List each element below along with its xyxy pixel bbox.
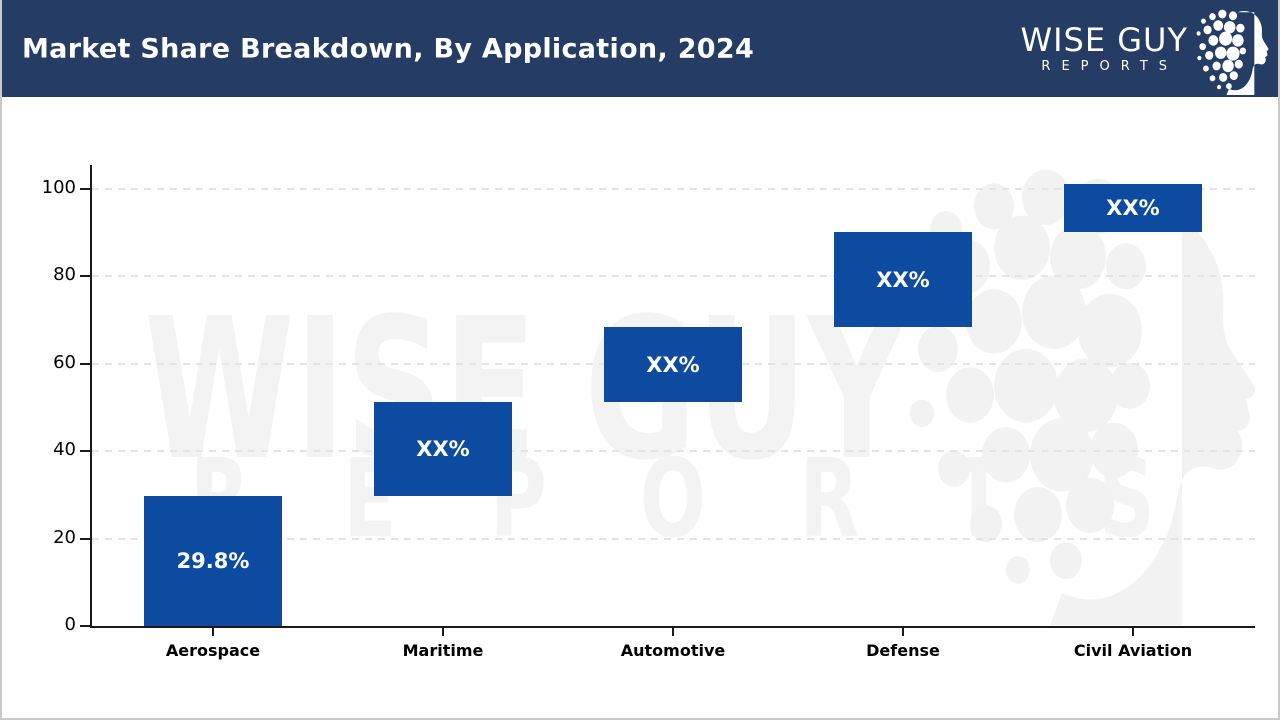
y-axis-tick-0 [80,625,90,627]
y-axis-tick-100 [80,187,90,190]
y-tick-label-60: 60 [53,351,76,373]
logo-text: WISE GUY REPORTS [1020,24,1188,73]
x-axis-tick-defense [902,628,904,636]
y-axis-line [90,165,92,628]
bar-maritime: XX% [374,402,512,496]
bar-value-label-automotive: XX% [646,352,700,377]
y-tick-label-40: 40 [53,439,76,461]
x-axis-tick-civil-aviation [1132,628,1134,636]
wise-guy-logo: WISE GUY REPORTS [1020,0,1274,97]
logo-head-icon [1196,9,1269,95]
y-tick-label-20: 20 [53,526,76,548]
y-tick-label-80: 80 [53,264,76,286]
bar-automotive: XX% [604,327,742,403]
y-axis-tick-60 [80,362,90,365]
bar-value-label-maritime: XX% [416,436,470,461]
bar-value-label-aerospace: 29.8% [176,548,250,573]
gridline-80 [92,275,1255,278]
x-axis-line [90,626,1255,628]
y-axis-tick-40 [80,450,90,453]
category-label-civil-aviation: Civil Aviation [1073,641,1193,660]
x-axis-tick-maritime [442,628,444,636]
gridline-100 [92,187,1255,190]
logo-subtitle: REPORTS [1041,59,1179,74]
category-label-automotive: Automotive [620,641,726,660]
bar-defense: XX% [834,231,972,328]
category-label-maritime: Maritime [402,641,484,660]
bar-aerospace: 29.8% [144,495,282,626]
bar-civil-aviation: XX% [1064,184,1202,232]
y-axis-tick-20 [80,537,90,540]
report-header: Market Share Breakdown, By Application, … [2,0,1278,97]
y-axis-tick-80 [80,275,90,278]
y-tick-label-100: 100 [41,176,76,198]
x-axis-tick-aerospace [212,628,214,636]
gridline-20 [92,537,1255,540]
x-axis-tick-automotive [672,628,674,636]
gridline-40 [92,450,1255,453]
chart-title: Market Share Breakdown, By Application, … [22,33,755,64]
y-tick-label-0: 0 [64,614,76,635]
logo-wordmark: WISE GUY [1020,21,1188,59]
bar-value-label-civil-aviation: XX% [1106,196,1160,221]
category-label-aerospace: Aerospace [165,641,261,660]
category-label-defense: Defense [866,641,940,660]
bar-value-label-defense: XX% [876,267,930,292]
